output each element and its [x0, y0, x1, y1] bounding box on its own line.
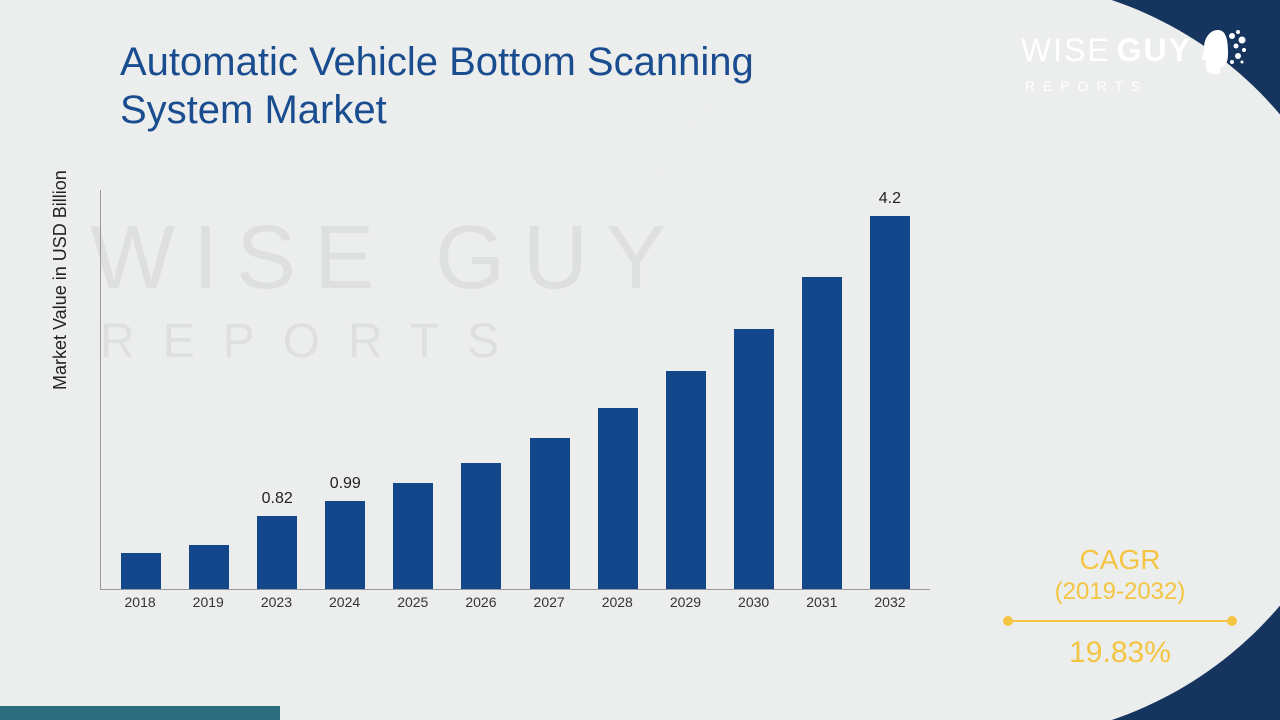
bar-slot: 0.99	[311, 190, 379, 589]
x-tick-label: 2032	[856, 594, 924, 610]
brand-guy: GUY	[1117, 32, 1192, 69]
y-axis-label: Market Value in USD Billion	[50, 170, 71, 390]
brand-reports: REPORTS	[1021, 78, 1250, 94]
x-tick-label: 2026	[447, 594, 515, 610]
bar	[598, 408, 638, 589]
bar	[461, 463, 501, 589]
cagr-range: (2019-2032)	[980, 578, 1260, 606]
chart-title: Automatic Vehicle Bottom Scanning System…	[120, 38, 820, 134]
bar	[257, 516, 297, 589]
cagr-divider	[1005, 620, 1235, 622]
bar	[734, 329, 774, 589]
bar-slot	[447, 190, 515, 589]
bar-slot	[107, 190, 175, 589]
x-tick-label: 2025	[379, 594, 447, 610]
bar-slot	[652, 190, 720, 589]
x-tick-label: 2030	[720, 594, 788, 610]
bar	[666, 371, 706, 589]
bar-slot	[720, 190, 788, 589]
bar	[189, 545, 229, 589]
bar-slot	[175, 190, 243, 589]
page-root: WISE GUY REPORTS WISE GUY REPORT	[0, 0, 1280, 720]
bar	[325, 501, 365, 589]
bar-slot: 4.2	[856, 190, 924, 589]
x-labels-container: 2018201920232024202520262027202820292030…	[100, 594, 930, 610]
bars-container: 0.82 0.99 4.2	[101, 190, 930, 589]
x-tick-label: 2024	[311, 594, 379, 610]
x-tick-label: 2029	[651, 594, 719, 610]
head-profile-icon	[1198, 24, 1250, 76]
bar-slot	[515, 190, 583, 589]
bar-value-label: 4.2	[879, 190, 901, 208]
cagr-value: 19.83%	[980, 636, 1260, 670]
bar	[121, 553, 161, 589]
bar-slot	[584, 190, 652, 589]
brand-logo: WISE GUY REPORTS	[1021, 24, 1250, 94]
plot-region: 0.82 0.99 4.2	[100, 190, 930, 590]
x-tick-label: 2018	[106, 594, 174, 610]
bar	[530, 438, 570, 589]
brand-line1: WISE GUY	[1021, 24, 1250, 76]
x-tick-label: 2027	[515, 594, 583, 610]
bar-slot: 0.82	[243, 190, 311, 589]
bottom-accent-bar	[0, 706, 280, 720]
bar	[393, 483, 433, 589]
chart-area: Market Value in USD Billion 0.820.994.2 …	[60, 190, 940, 620]
bar-value-label: 0.99	[330, 475, 361, 493]
brand-wise: WISE	[1021, 32, 1111, 69]
x-tick-label: 2019	[174, 594, 242, 610]
bar-slot	[788, 190, 856, 589]
x-tick-label: 2023	[242, 594, 310, 610]
x-tick-label: 2031	[788, 594, 856, 610]
bar-slot	[379, 190, 447, 589]
cagr-heading: CAGR	[980, 544, 1260, 576]
cagr-block: CAGR (2019-2032) 19.83%	[980, 544, 1260, 670]
bar-value-label: 0.82	[262, 490, 293, 508]
bar	[802, 277, 842, 589]
bar	[870, 216, 910, 589]
x-tick-label: 2028	[583, 594, 651, 610]
